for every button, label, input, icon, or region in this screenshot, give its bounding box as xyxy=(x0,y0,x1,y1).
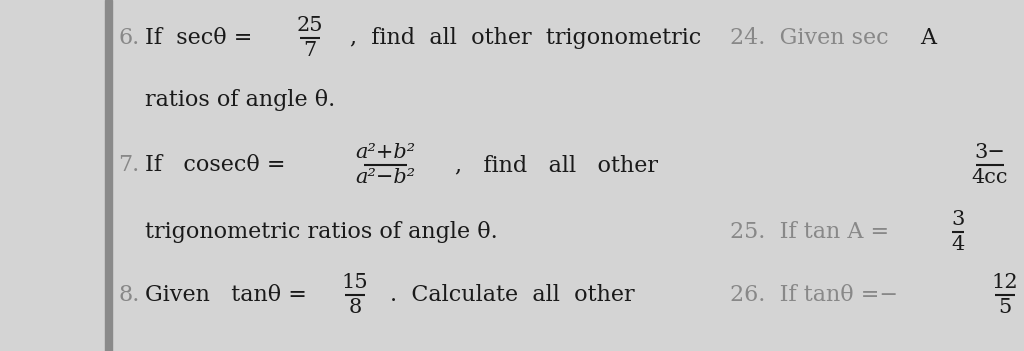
Text: 4: 4 xyxy=(951,235,965,254)
Text: 25.  If tan A =: 25. If tan A = xyxy=(730,221,889,243)
Text: 4cc: 4cc xyxy=(972,168,1009,187)
Bar xyxy=(105,0,112,351)
Text: 5: 5 xyxy=(998,298,1012,317)
Text: 25: 25 xyxy=(297,16,324,35)
Text: a²+b²: a²+b² xyxy=(355,143,415,162)
Text: ,   find   all   other: , find all other xyxy=(455,154,658,176)
Text: 24.  Given sec: 24. Given sec xyxy=(730,27,889,49)
Text: 8.: 8. xyxy=(118,284,139,306)
Text: 26.  If tanθ =−: 26. If tanθ =− xyxy=(730,284,898,306)
Text: If  secθ =: If secθ = xyxy=(145,27,252,49)
Text: .  Calculate  all  other: . Calculate all other xyxy=(390,284,635,306)
Text: a²−b²: a²−b² xyxy=(355,168,415,187)
Text: A: A xyxy=(920,27,936,49)
Text: 15: 15 xyxy=(342,273,369,292)
Text: 6.: 6. xyxy=(118,27,139,49)
Text: Given   tanθ =: Given tanθ = xyxy=(145,284,307,306)
Text: 3−: 3− xyxy=(975,143,1006,162)
Text: trigonometric ratios of angle θ.: trigonometric ratios of angle θ. xyxy=(145,221,498,243)
Text: 7: 7 xyxy=(303,41,316,60)
Text: 8: 8 xyxy=(348,298,361,317)
Text: ratios of angle θ.: ratios of angle θ. xyxy=(145,89,335,111)
Text: 3: 3 xyxy=(951,210,965,229)
Text: ,  find  all  other  trigonometric: , find all other trigonometric xyxy=(350,27,701,49)
Text: 7.: 7. xyxy=(118,154,139,176)
Text: If   cosecθ =: If cosecθ = xyxy=(145,154,286,176)
Text: 12: 12 xyxy=(991,273,1018,292)
